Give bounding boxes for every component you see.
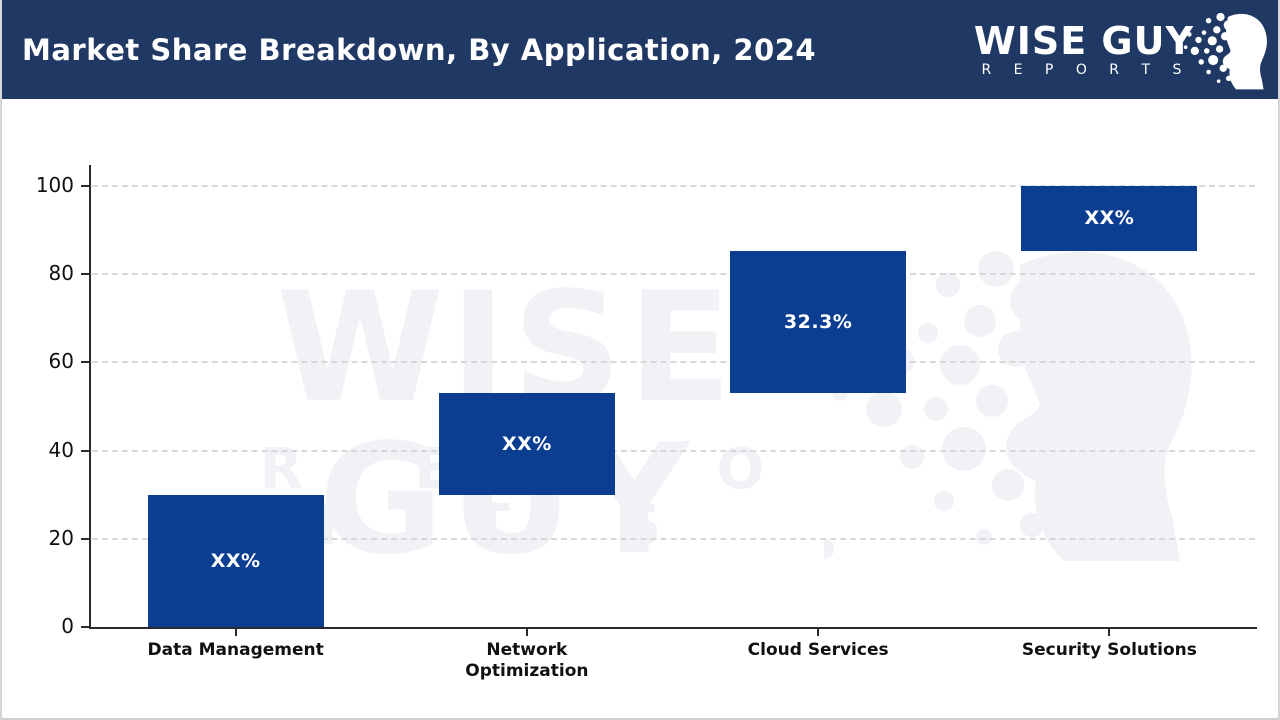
logo-wordmark: WISE GUY R E P O R T S [974,22,1194,78]
x-category-label: Data Management [147,640,324,660]
y-tick-label: 40 [48,437,74,462]
y-tick-mark [81,185,90,187]
x-tick-mark [525,629,528,636]
title-bar: Market Share Breakdown, By Application, … [2,0,1278,99]
logo-reports-text: R E P O R T S [981,61,1191,78]
logo-dotted-head-icon [1183,12,1267,89]
y-tick-mark [81,449,90,452]
y-gridline [92,273,1255,276]
y-tick-label: 80 [48,261,74,286]
wise-guy-reports-logo: WISE GUY R E P O R T S [974,6,1272,94]
y-tick-label: 20 [48,525,74,550]
x-tick-mark [1108,629,1111,636]
y-tick-mark [81,626,90,628]
y-gridline [92,361,1255,364]
y-tick-label: 100 [35,173,74,197]
y-gridline [92,185,1255,187]
bar-value-label: XX% [1084,207,1135,230]
y-tick-label: 0 [61,614,74,638]
x-category-label: Security Solutions [1021,640,1197,660]
bar-segment: 32.3% [730,250,907,394]
bar-segment: XX% [1021,186,1198,251]
y-gridline [92,537,1255,540]
x-tick-mark [817,629,820,636]
bar-segment: XX% [147,494,324,627]
bar-value-label: XX% [501,432,552,455]
chart-title: Market Share Breakdown, By Application, … [22,32,817,67]
y-tick-mark [81,361,90,364]
bar-value-label: XX% [210,549,261,572]
bar-segment: XX% [438,393,615,495]
logo-wise-guy-text: WISE GUY [973,18,1194,63]
x-axis-line [89,627,1257,629]
bar-value-label: 32.3% [783,311,853,334]
y-tick-mark [81,273,90,276]
y-gridline [92,449,1255,452]
x-tick-mark [234,629,237,636]
y-axis-line [89,165,91,629]
x-category-label: Cloud Services [747,640,889,660]
y-tick-label: 60 [48,349,74,374]
y-tick-mark [81,537,90,540]
x-category-label: Network Optimization [465,640,589,682]
